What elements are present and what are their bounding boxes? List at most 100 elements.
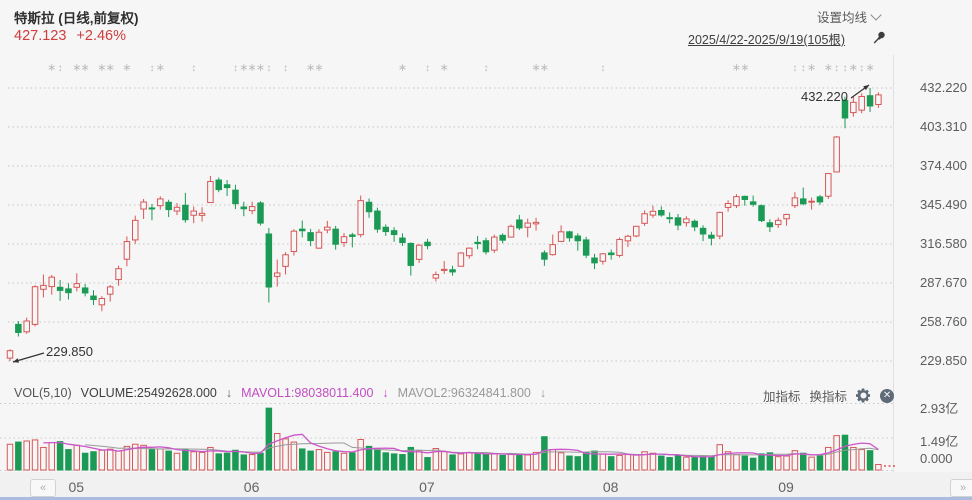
- volume-bar[interactable]: [324, 451, 331, 471]
- candle-body[interactable]: [207, 181, 214, 204]
- scroll-right-button[interactable]: »: [950, 479, 972, 497]
- volume-bar[interactable]: [582, 452, 590, 471]
- candle-body[interactable]: [833, 136, 840, 173]
- candle-body[interactable]: [474, 241, 481, 245]
- candle-body[interactable]: [866, 95, 874, 107]
- candle-body[interactable]: [349, 234, 356, 237]
- volume-bar[interactable]: [424, 457, 431, 471]
- volume-bar[interactable]: [98, 449, 106, 471]
- candle-body[interactable]: [841, 99, 849, 119]
- event-star-icon[interactable]: ∗: [306, 62, 315, 74]
- volume-bar[interactable]: [532, 451, 540, 471]
- candle-body[interactable]: [148, 207, 156, 210]
- candle-body[interactable]: [624, 235, 632, 242]
- candle-body[interactable]: [407, 242, 415, 266]
- volume-bar[interactable]: [123, 445, 131, 471]
- volume-bar[interactable]: [816, 455, 824, 471]
- candle-body[interactable]: [257, 202, 264, 224]
- volume-bar[interactable]: [866, 450, 874, 471]
- volume-bar[interactable]: [841, 434, 849, 471]
- event-star-icon[interactable]: ∗: [156, 62, 165, 74]
- event-arrows-icon[interactable]: ↕: [58, 63, 63, 74]
- candle-body[interactable]: [532, 221, 540, 225]
- candle-body[interactable]: [332, 228, 339, 245]
- volume-bar[interactable]: [390, 453, 398, 471]
- event-arrows-icon[interactable]: ↕: [600, 63, 605, 74]
- event-arrows-icon[interactable]: ↕: [425, 63, 430, 74]
- candle-body[interactable]: [591, 257, 598, 264]
- volume-bar[interactable]: [282, 438, 289, 471]
- candle-body[interactable]: [858, 96, 865, 111]
- volume-bar[interactable]: [633, 454, 640, 471]
- candle-body[interactable]: [165, 201, 172, 211]
- candle-body[interactable]: [182, 204, 189, 221]
- candle-body[interactable]: [98, 297, 106, 306]
- volume-bar[interactable]: [708, 456, 715, 471]
- candle-body[interactable]: [850, 101, 857, 114]
- candle-body[interactable]: [424, 241, 431, 247]
- pin-icon[interactable]: [872, 30, 887, 45]
- volume-bar[interactable]: [574, 456, 582, 471]
- event-star-icon[interactable]: ∗: [824, 62, 833, 74]
- candle-body[interactable]: [223, 184, 231, 189]
- volume-bar[interactable]: [290, 441, 298, 471]
- volume-bar[interactable]: [716, 444, 723, 471]
- candle-body[interactable]: [674, 217, 682, 226]
- volume-bar[interactable]: [40, 446, 47, 471]
- candle-body[interactable]: [265, 233, 273, 288]
- event-star-icon[interactable]: ∗: [732, 62, 741, 74]
- candle-body[interactable]: [791, 197, 799, 207]
- vol-indicator-label[interactable]: VOL(5,10): [14, 386, 72, 400]
- candle-body[interactable]: [641, 213, 648, 224]
- candle-body[interactable]: [240, 206, 248, 210]
- candle-body[interactable]: [432, 274, 440, 279]
- candle-body[interactable]: [549, 244, 556, 256]
- volume-bar[interactable]: [591, 450, 598, 471]
- volume-bar[interactable]: [616, 454, 623, 471]
- volume-bar[interactable]: [407, 446, 415, 471]
- volume-bar[interactable]: [524, 454, 531, 471]
- event-arrows-icon[interactable]: ↕: [149, 63, 154, 74]
- candle-body[interactable]: [215, 179, 222, 191]
- volume-bar[interactable]: [800, 452, 807, 471]
- event-star-icon[interactable]: ∗: [81, 62, 90, 74]
- volume-bar[interactable]: [65, 449, 72, 471]
- candle-body[interactable]: [816, 196, 824, 203]
- volume-bar[interactable]: [482, 454, 490, 471]
- event-star-icon[interactable]: ∗: [807, 62, 816, 74]
- volume-bar[interactable]: [207, 446, 214, 471]
- candle-body[interactable]: [15, 323, 22, 333]
- candle-body[interactable]: [741, 195, 749, 200]
- event-star-icon[interactable]: ∗: [531, 62, 540, 74]
- volume-bar[interactable]: [90, 451, 97, 471]
- candle-body[interactable]: [440, 268, 448, 271]
- volume-bar[interactable]: [106, 448, 114, 471]
- candle-body[interactable]: [6, 350, 14, 359]
- event-arrows-icon[interactable]: ↕: [266, 63, 271, 74]
- event-star-icon[interactable]: ∗: [398, 62, 407, 74]
- candle-body[interactable]: [173, 206, 181, 212]
- volume-bar[interactable]: [23, 440, 30, 471]
- volume-bar[interactable]: [599, 453, 607, 471]
- volume-bar[interactable]: [56, 441, 64, 471]
- volume-bar[interactable]: [691, 457, 698, 471]
- volume-bar[interactable]: [566, 455, 573, 471]
- candle-body[interactable]: [365, 201, 373, 213]
- volume-bar[interactable]: [507, 454, 515, 471]
- candle-body[interactable]: [374, 210, 381, 230]
- candle-body[interactable]: [23, 320, 30, 333]
- volume-bar[interactable]: [699, 456, 707, 471]
- candle-body[interactable]: [457, 252, 465, 267]
- volume-bar[interactable]: [81, 452, 89, 471]
- candle-body[interactable]: [482, 240, 490, 253]
- volume-bar[interactable]: [774, 456, 782, 471]
- candle-body[interactable]: [566, 231, 573, 239]
- volume-bar[interactable]: [157, 448, 164, 471]
- candle-body[interactable]: [808, 200, 815, 203]
- volume-bar[interactable]: [173, 452, 181, 471]
- volume-bar[interactable]: [808, 456, 815, 471]
- candle-body[interactable]: [758, 205, 765, 222]
- volume-bar[interactable]: [749, 457, 757, 471]
- volume-bar[interactable]: [332, 451, 339, 471]
- volume-bar[interactable]: [307, 450, 314, 471]
